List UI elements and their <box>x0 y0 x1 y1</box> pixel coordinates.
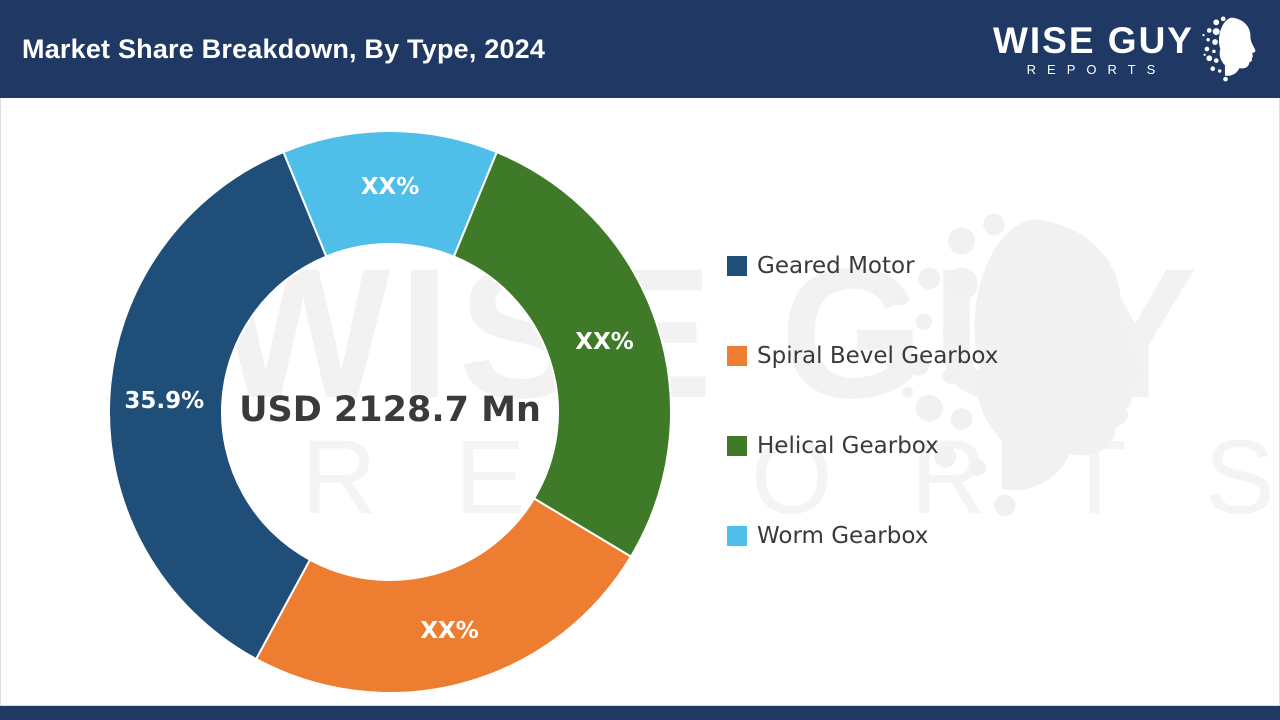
legend-label: Spiral Bevel Gearbox <box>757 343 999 369</box>
legend-item-worm-gearbox: Worm Gearbox <box>727 522 998 550</box>
donut-segment-helical-gearbox <box>452 150 672 559</box>
page-title: Market Share Breakdown, By Type, 2024 <box>22 33 546 64</box>
legend-swatch-spiral-bevel-gearbox <box>727 346 747 366</box>
footer-bar <box>0 706 1280 720</box>
legend-swatch-worm-gearbox <box>727 526 747 546</box>
head-profile-icon <box>1200 14 1258 84</box>
legend-item-spiral-bevel-gearbox: Spiral Bevel Gearbox <box>727 342 998 370</box>
segment-share-label: XX% <box>575 329 634 355</box>
segment-share-label: XX% <box>361 174 420 200</box>
bottom-border-line <box>0 705 1280 706</box>
wise-guy-reports-logo: WISE GUY REPORTS <box>993 14 1258 84</box>
market-value-label: USD 2128.7 Mn <box>239 390 541 430</box>
legend: Geared Motor Spiral Bevel Gearbox Helica… <box>727 252 998 550</box>
legend-swatch-helical-gearbox <box>727 436 747 456</box>
donut-segment-geared-motor <box>108 150 328 661</box>
chart-area: WISE GUY REPORTS XX% XX% XX% 35.9% USD 2128… <box>0 98 1280 706</box>
header-bar: Market Share Breakdown, By Type, 2024 WI… <box>0 0 1280 98</box>
legend-label: Worm Gearbox <box>757 523 929 549</box>
donut-chart: XX% XX% XX% 35.9% <box>108 130 672 694</box>
legend-swatch-geared-motor <box>727 256 747 276</box>
legend-label: Geared Motor <box>757 253 915 279</box>
legend-item-geared-motor: Geared Motor <box>727 252 998 280</box>
logo-wordmark: WISE GUY <box>992 19 1194 61</box>
legend-item-helical-gearbox: Helical Gearbox <box>727 432 998 460</box>
legend-label: Helical Gearbox <box>757 433 939 459</box>
segment-share-label: XX% <box>420 618 479 644</box>
donut-segment-spiral-bevel-gearbox <box>254 497 633 694</box>
logo-subtitle: REPORTS <box>1026 61 1167 77</box>
segment-share-label: 35.9% <box>124 388 204 414</box>
